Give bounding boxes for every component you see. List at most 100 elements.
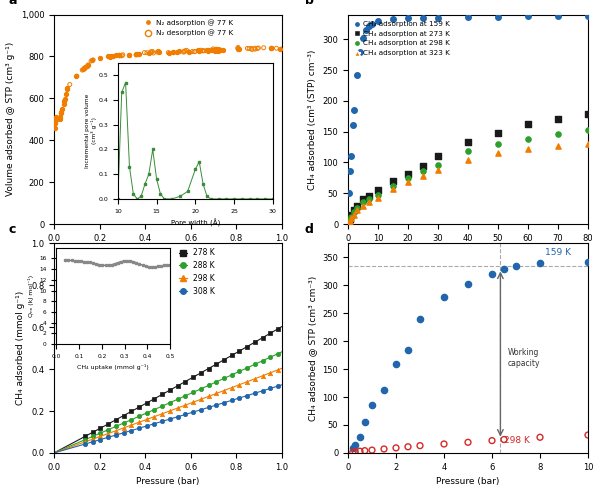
Point bbox=[250, 45, 260, 53]
Point bbox=[80, 438, 90, 446]
Point bbox=[463, 280, 473, 288]
Point bbox=[415, 442, 425, 450]
Point bbox=[173, 382, 182, 390]
Point bbox=[214, 48, 223, 56]
Point bbox=[418, 162, 428, 169]
Point bbox=[364, 22, 374, 30]
Point bbox=[493, 150, 503, 157]
Point bbox=[119, 419, 128, 427]
X-axis label: Pressure (bar): Pressure (bar) bbox=[136, 477, 200, 486]
Point bbox=[185, 48, 194, 56]
Point bbox=[196, 369, 206, 377]
Point bbox=[344, 215, 354, 223]
Point bbox=[188, 398, 198, 406]
Point bbox=[148, 48, 157, 56]
Y-axis label: CH₄ adsorbed @ STP (cm³ cm⁻³): CH₄ adsorbed @ STP (cm³ cm⁻³) bbox=[308, 276, 317, 421]
Point bbox=[61, 90, 71, 97]
Point bbox=[165, 415, 175, 423]
Point bbox=[247, 44, 256, 52]
Point bbox=[200, 47, 209, 55]
Text: b: b bbox=[305, 0, 314, 7]
Point bbox=[463, 138, 473, 146]
Point bbox=[140, 49, 149, 56]
Point bbox=[247, 46, 257, 54]
Point bbox=[131, 51, 140, 58]
Point bbox=[266, 384, 275, 392]
Point bbox=[51, 113, 61, 121]
Point bbox=[212, 45, 222, 53]
Point bbox=[439, 293, 449, 300]
Point bbox=[227, 396, 236, 404]
Point bbox=[344, 218, 354, 225]
Point bbox=[418, 14, 428, 21]
Point bbox=[355, 448, 365, 455]
Point bbox=[187, 48, 197, 56]
Point bbox=[344, 217, 354, 225]
Point bbox=[152, 48, 162, 56]
Point bbox=[124, 51, 134, 58]
Point bbox=[50, 119, 60, 127]
Point bbox=[157, 391, 167, 398]
Point bbox=[493, 13, 503, 21]
Point bbox=[118, 51, 128, 58]
Point bbox=[134, 412, 144, 420]
Point bbox=[391, 360, 401, 368]
Point bbox=[367, 402, 377, 410]
Point bbox=[267, 44, 277, 52]
Point bbox=[115, 52, 125, 60]
Point bbox=[115, 52, 124, 59]
Point bbox=[355, 48, 365, 56]
Point bbox=[55, 115, 65, 123]
Point bbox=[418, 172, 428, 180]
Point bbox=[56, 108, 66, 115]
Point bbox=[109, 52, 118, 60]
Point bbox=[196, 406, 206, 413]
Point bbox=[88, 429, 97, 436]
Point bbox=[511, 262, 521, 270]
Point bbox=[111, 51, 121, 58]
Point bbox=[119, 412, 128, 419]
Point bbox=[553, 13, 563, 20]
Point bbox=[250, 44, 260, 52]
Point bbox=[358, 34, 368, 42]
Point bbox=[373, 186, 383, 194]
Point bbox=[105, 53, 115, 60]
Point bbox=[79, 64, 88, 72]
Point bbox=[60, 95, 70, 103]
Point bbox=[111, 416, 121, 424]
Point bbox=[352, 202, 362, 209]
Point bbox=[146, 48, 155, 56]
Point bbox=[499, 435, 509, 443]
Point bbox=[388, 177, 398, 185]
Point bbox=[258, 387, 268, 394]
Point bbox=[379, 445, 389, 453]
Point bbox=[235, 381, 244, 389]
Point bbox=[350, 441, 360, 449]
Point bbox=[259, 44, 268, 52]
Point bbox=[181, 411, 190, 418]
Point bbox=[208, 45, 218, 53]
Point bbox=[403, 15, 413, 22]
Point bbox=[80, 64, 89, 72]
Point bbox=[127, 408, 136, 415]
Point bbox=[211, 45, 220, 53]
Point bbox=[164, 49, 173, 56]
Point bbox=[203, 46, 212, 54]
Point bbox=[50, 119, 60, 127]
Point bbox=[350, 448, 360, 456]
Text: a: a bbox=[8, 0, 17, 7]
Point bbox=[583, 126, 593, 133]
Point bbox=[227, 384, 236, 392]
Point bbox=[59, 100, 68, 108]
Legend: 278 K, 288 K, 298 K, 308 K: 278 K, 288 K, 298 K, 308 K bbox=[176, 245, 218, 299]
Point bbox=[583, 431, 593, 439]
Point bbox=[364, 192, 374, 200]
Point bbox=[149, 412, 159, 420]
Legend: CH₄ adsorption at 159 K, CH₄ adsorption at 273 K, CH₄ adsorption at 298 K, CH₄ a: CH₄ adsorption at 159 K, CH₄ adsorption … bbox=[352, 18, 453, 59]
Point bbox=[149, 395, 159, 403]
Point bbox=[87, 56, 97, 64]
Point bbox=[133, 51, 143, 58]
Point bbox=[114, 51, 124, 59]
Point bbox=[277, 45, 287, 53]
Point bbox=[80, 432, 90, 440]
